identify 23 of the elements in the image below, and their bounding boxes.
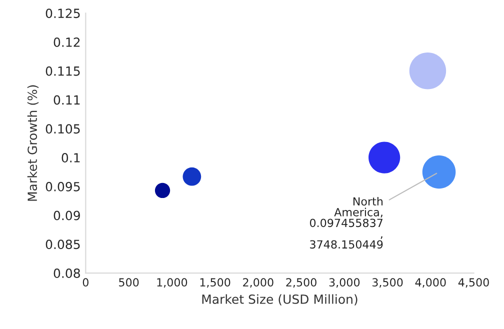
y-tick-label: 0.115 [46, 66, 80, 76]
x-tick-label: 3,000 [329, 278, 360, 288]
y-tick-label: 0.125 [46, 8, 80, 18]
y-axis-title: Market Growth (%) [27, 85, 39, 201]
y-tick-label: 0.095 [46, 182, 80, 192]
x-tick-label: 1,500 [200, 278, 230, 288]
x-axis-title: Market Size (USD Million) [202, 294, 358, 306]
x-tick-label: 2,500 [286, 278, 316, 288]
x-tick-label: 500 [119, 278, 139, 287]
x-tick-label: 0 [82, 278, 88, 287]
x-tick-label: 2,000 [243, 278, 274, 288]
y-tick-label: 0.1 [62, 153, 80, 162]
y-tick-label: 0.12 [54, 38, 80, 47]
y-tick-label: 0.105 [46, 124, 80, 134]
annotation: North America, 0.097455837 , 3748.150449 [310, 196, 383, 249]
y-tick-label: 0.085 [46, 240, 80, 250]
x-tick-label: 1,000 [157, 278, 188, 288]
x-tick-label: 3,500 [372, 278, 403, 288]
y-tick-label: 0.08 [54, 268, 80, 278]
x-tick-label: 4,500 [458, 278, 489, 288]
y-tick-label: 0.11 [54, 95, 80, 105]
y-tick-label: 0.09 [54, 210, 80, 220]
x-tick-label: 4,000 [415, 278, 446, 288]
